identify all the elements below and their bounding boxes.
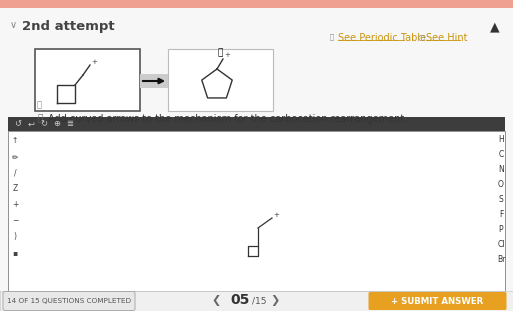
Bar [8,117,505,131]
Text: +: + [12,200,18,209]
Text: 2nd attempt: 2nd attempt [22,20,114,33]
Text: +: + [224,52,230,58]
Text: H: H [498,135,504,144]
FancyBboxPatch shape [368,292,506,310]
Bar [140,74,168,88]
Text: C: C [498,150,504,159]
Text: ❯: ❯ [270,295,280,307]
Text: P: P [499,225,503,234]
Text: ▪: ▪ [12,248,17,257]
Text: O: O [498,180,504,189]
Text: ○: ○ [418,33,425,42]
Text: +: + [273,212,279,218]
Text: ↩: ↩ [28,119,34,128]
Text: ≣: ≣ [67,119,73,128]
Text: ⓘ: ⓘ [37,114,43,123]
Text: ✏: ✏ [12,152,18,161]
Text: ↻: ↻ [41,119,48,128]
Text: F: F [499,210,503,219]
Text: ⊕: ⊕ [53,119,61,128]
Text: ∨: ∨ [10,20,17,30]
Text: Add curved arrows to the mechanism for the carbocation rearrangement.: Add curved arrows to the mechanism for t… [48,114,407,124]
FancyBboxPatch shape [3,291,135,310]
Text: /: / [14,168,16,177]
Text: + SUBMIT ANSWER: + SUBMIT ANSWER [391,296,483,305]
Text: N: N [498,165,504,174]
Bar [8,131,505,291]
Text: +: + [91,59,97,65]
Text: S: S [499,195,503,204]
Text: 14 OF 15 QUESTIONS COMPLETED: 14 OF 15 QUESTIONS COMPLETED [7,298,131,304]
Text: ): ) [13,232,16,241]
Text: Z: Z [12,184,17,193]
Text: ⬛: ⬛ [330,33,334,39]
Bar [0,291,513,311]
Text: 05: 05 [230,293,250,307]
Text: Cl: Cl [497,240,505,249]
Bar [168,49,273,111]
Text: ↺: ↺ [14,119,22,128]
Text: /15: /15 [252,297,266,306]
Text: See Periodic Table: See Periodic Table [338,33,426,43]
Bar [0,0,513,8]
Text: −: − [12,216,18,225]
Text: See Hint: See Hint [426,33,467,43]
Text: ▲: ▲ [490,20,500,33]
Bar [35,49,140,111]
Text: ⓘ: ⓘ [37,100,42,109]
Text: ❮: ❮ [211,295,221,307]
Text: Br: Br [497,255,505,264]
Text: 🔒: 🔒 [218,48,223,57]
Text: ↑: ↑ [12,136,18,145]
